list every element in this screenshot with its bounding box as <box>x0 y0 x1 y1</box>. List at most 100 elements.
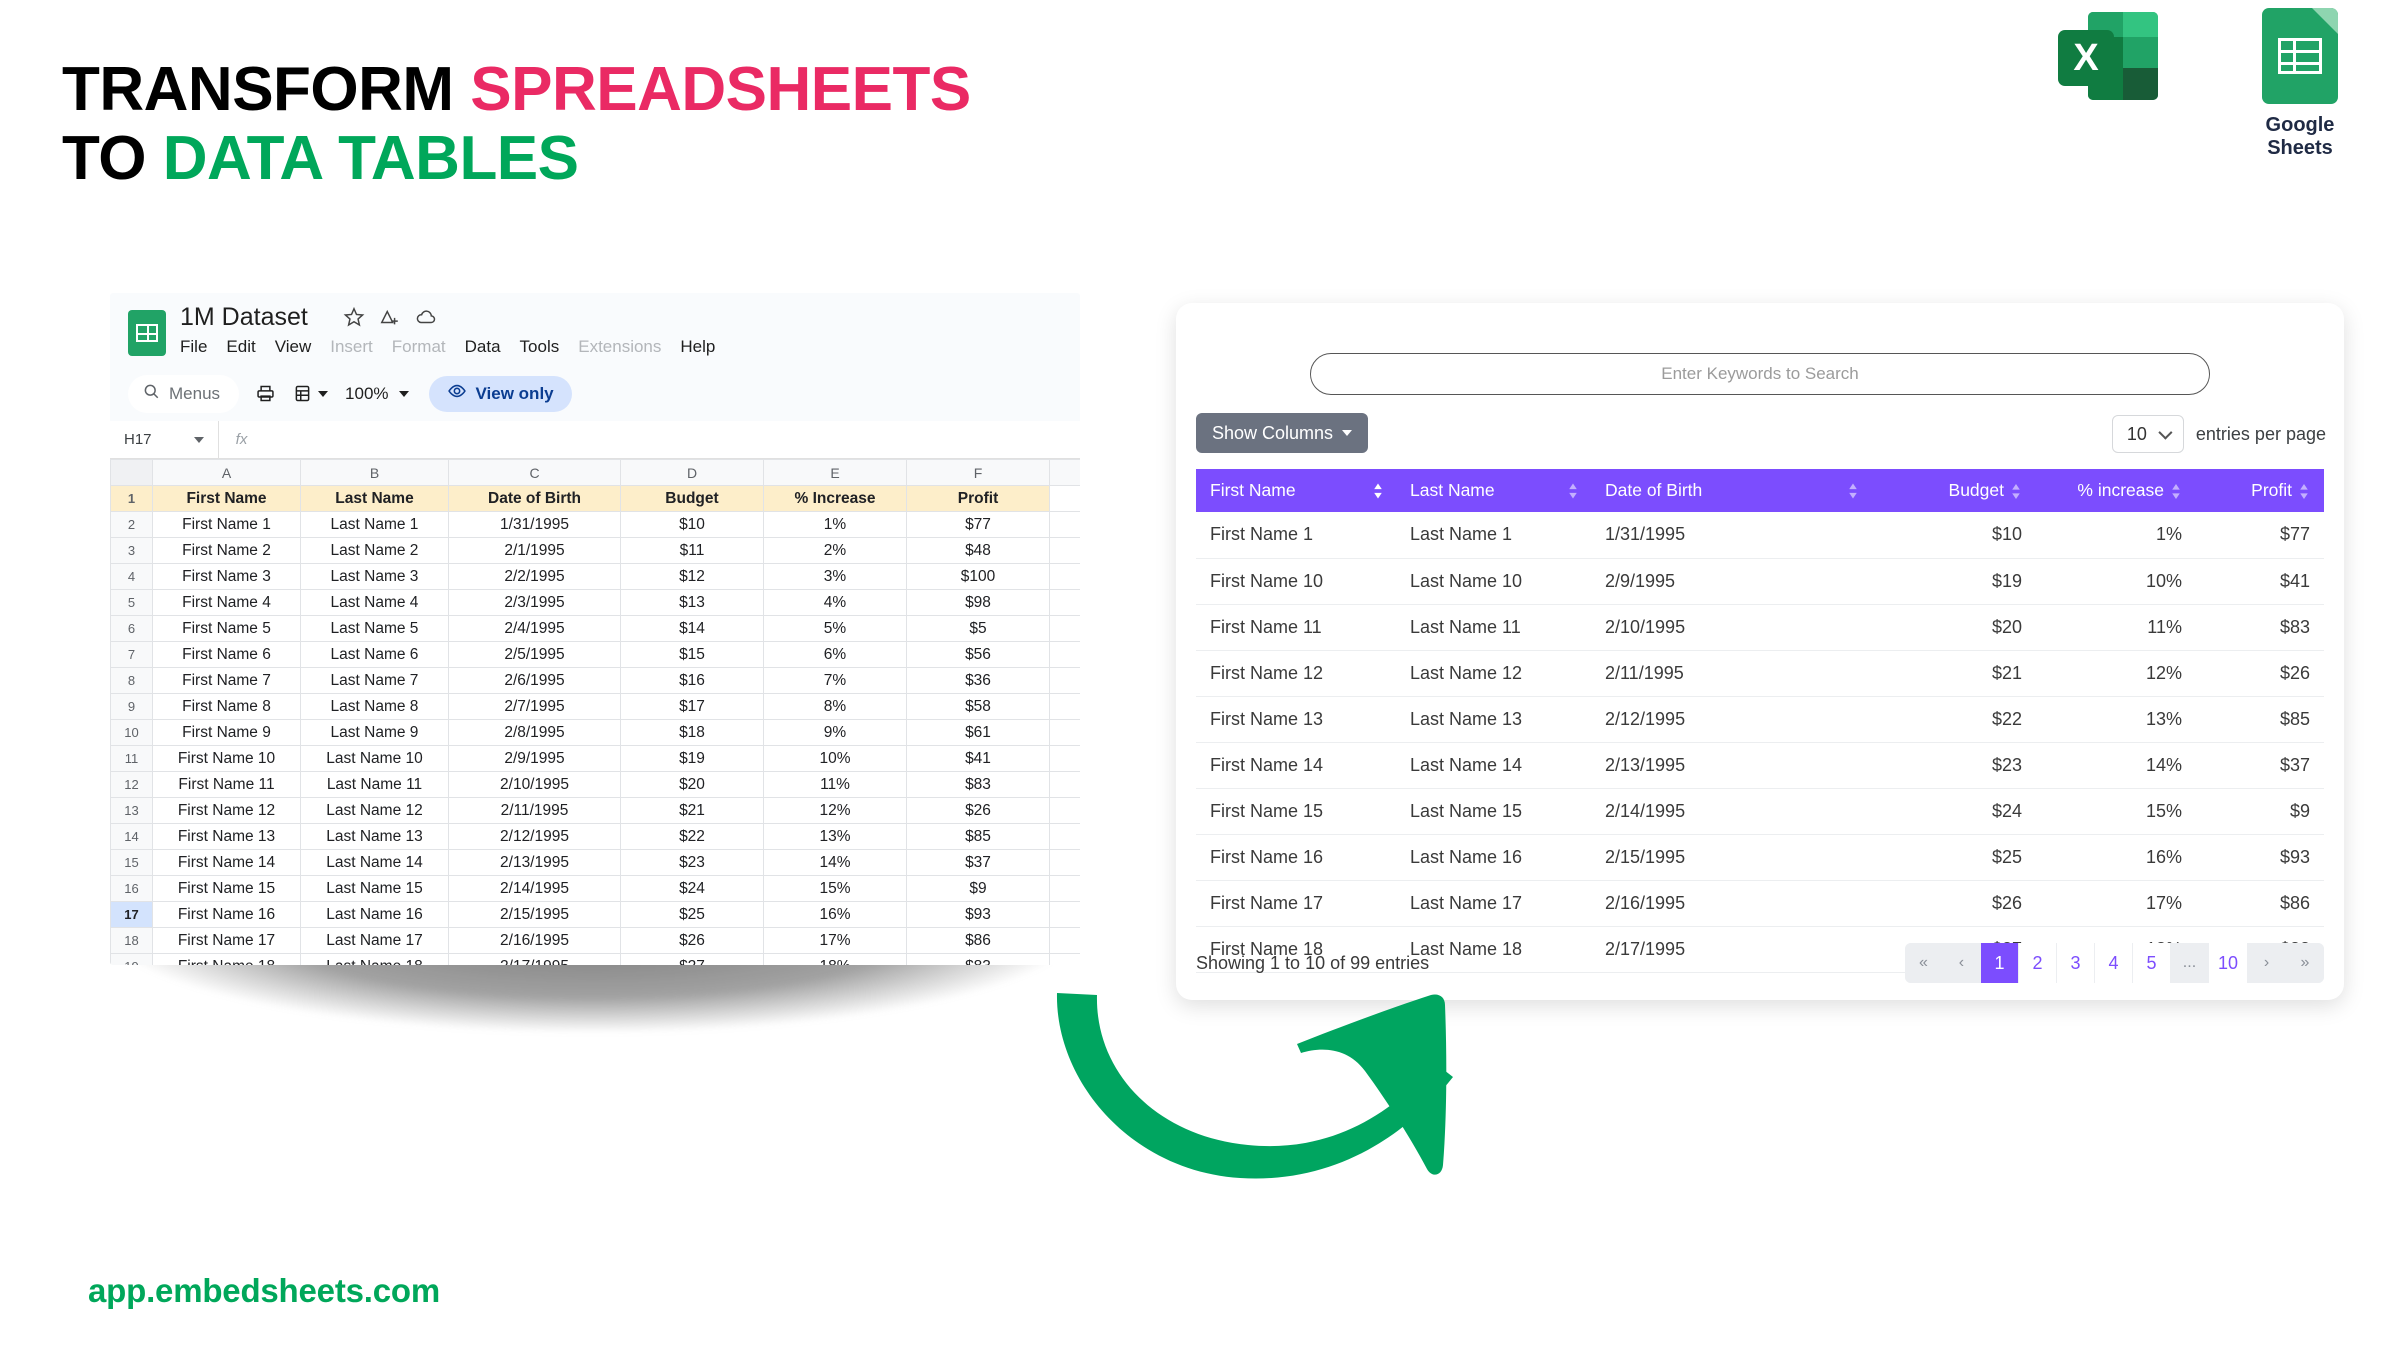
spreadsheet-cell[interactable]: 2/7/1995 <box>448 693 621 720</box>
zoom-icon[interactable] <box>292 383 329 404</box>
cloud-saved-icon[interactable] <box>415 306 437 333</box>
sort-arrows-icon[interactable] <box>1567 482 1579 499</box>
spreadsheet-cell[interactable]: 2/2/1995 <box>448 563 621 590</box>
spreadsheet-cell[interactable]: 9% <box>763 719 907 746</box>
row-number[interactable]: 1 <box>110 485 153 512</box>
spreadsheet-row[interactable]: 6 First Name 5 Last Name 5 2/4/1995 $14 5% $5 <box>110 615 1080 642</box>
spreadsheet-cell[interactable]: $26 <box>620 927 764 954</box>
menu-item-extensions[interactable]: Extensions <box>578 337 662 356</box>
spreadsheet-cell[interactable]: $27 <box>620 953 764 965</box>
sort-arrows-icon[interactable] <box>2298 483 2310 500</box>
spreadsheet-cell[interactable]: First Name 9 <box>152 719 301 746</box>
spreadsheet-cell[interactable]: 2/10/1995 <box>448 771 621 798</box>
spreadsheet-header-cell[interactable]: Profit <box>906 485 1050 512</box>
row-number[interactable]: 4 <box>110 563 153 590</box>
row-number[interactable]: 6 <box>110 615 153 642</box>
pagination-item[interactable]: ... <box>2170 943 2209 983</box>
namebox-chevron-down-icon[interactable] <box>194 436 204 443</box>
move-to-drive-icon[interactable] <box>379 306 401 333</box>
spreadsheet-cell[interactable]: First Name 15 <box>152 875 301 902</box>
pagination-item[interactable]: 3 <box>2056 943 2095 983</box>
spreadsheet-cell[interactable]: $85 <box>906 823 1050 850</box>
pagination-item[interactable]: › <box>2248 943 2286 983</box>
spreadsheet-cell[interactable]: 2/1/1995 <box>448 537 621 564</box>
pagination-item[interactable]: 4 <box>2094 943 2133 983</box>
row-number[interactable]: 18 <box>110 927 153 954</box>
pagination-item[interactable]: 1 <box>1980 943 2019 983</box>
spreadsheet-cell[interactable]: First Name 14 <box>152 849 301 876</box>
spreadsheet-row[interactable]: 7 First Name 6 Last Name 6 2/5/1995 $15 6% $56 <box>110 641 1080 668</box>
spreadsheet-cell[interactable]: First Name 13 <box>152 823 301 850</box>
menu-item-file[interactable]: File <box>180 337 208 356</box>
formula-input[interactable] <box>264 421 1080 458</box>
spreadsheet-row[interactable]: 4 First Name 3 Last Name 3 2/2/1995 $12 3% $10… <box>110 563 1080 590</box>
spreadsheet-cell[interactable]: Last Name 8 <box>300 693 449 720</box>
spreadsheet-cell[interactable]: $98 <box>906 589 1050 616</box>
spreadsheet-cell[interactable]: 1% <box>763 511 907 538</box>
spreadsheet-cell[interactable]: $15 <box>620 641 764 668</box>
spreadsheet-cell[interactable] <box>1049 927 1080 954</box>
spreadsheet-cell[interactable]: 2% <box>763 537 907 564</box>
spreadsheet-row[interactable]: 8 First Name 7 Last Name 7 2/6/1995 $16 7% $36 <box>110 667 1080 694</box>
spreadsheet-cell[interactable] <box>1049 875 1080 902</box>
spreadsheet-row[interactable]: 10 First Name 9 Last Name 9 2/8/1995 $18 9% $6… <box>110 719 1080 746</box>
menu-item-edit[interactable]: Edit <box>226 337 256 356</box>
spreadsheet-header-cell[interactable]: First Name <box>152 485 301 512</box>
row-number[interactable]: 19 <box>110 953 153 965</box>
spreadsheet-cell[interactable]: Last Name 10 <box>300 745 449 772</box>
pagination[interactable]: «‹ 1 2 3 4 5... 10 ›» <box>1904 943 2324 983</box>
spreadsheet-cell[interactable]: 7% <box>763 667 907 694</box>
spreadsheet-header-cell[interactable]: % Increase <box>763 485 907 512</box>
sheets-menu-bar[interactable]: File Edit View Insert Format Data Tools … <box>180 337 715 357</box>
menu-item-help[interactable]: Help <box>680 337 716 356</box>
spreadsheet-cell[interactable]: First Name 5 <box>152 615 301 642</box>
spreadsheet-cell[interactable]: 2/13/1995 <box>448 849 621 876</box>
spreadsheet-row[interactable]: 16 First Name 15 Last Name 15 2/14/1995 $24 1… <box>110 875 1080 902</box>
spreadsheet-cell[interactable]: 2/4/1995 <box>448 615 621 642</box>
menu-item-format[interactable]: Format <box>391 337 446 356</box>
spreadsheet-rows[interactable]: 1 First Name Last Name Date of Birth Budget%… <box>110 485 1080 965</box>
spreadsheet-cell[interactable]: $9 <box>906 875 1050 902</box>
spreadsheet-cell[interactable]: Last Name 4 <box>300 589 449 616</box>
spreadsheet-row[interactable]: 3 First Name 2 Last Name 2 2/1/1995 $11 2% $48 <box>110 537 1080 564</box>
spreadsheet-cell[interactable]: 5% <box>763 615 907 642</box>
row-number[interactable]: 15 <box>110 849 153 876</box>
spreadsheet-cell[interactable]: $83 <box>906 953 1050 965</box>
spreadsheet-cell[interactable]: $77 <box>906 511 1050 538</box>
row-number[interactable]: 10 <box>110 719 153 746</box>
column-header-d[interactable]: D <box>620 459 764 486</box>
spreadsheet-cell[interactable]: $100 <box>906 563 1050 590</box>
star-icon[interactable] <box>343 306 365 333</box>
spreadsheet-cell[interactable]: 4% <box>763 589 907 616</box>
row-number[interactable]: 2 <box>110 511 153 538</box>
spreadsheet-cell[interactable]: Last Name 14 <box>300 849 449 876</box>
spreadsheet-cell[interactable]: 16% <box>763 901 907 928</box>
spreadsheet-cell[interactable]: 2/15/1995 <box>448 901 621 928</box>
spreadsheet-row[interactable]: 15 First Name 14 Last Name 14 2/13/1995 $23 1… <box>110 849 1080 876</box>
spreadsheet-cell[interactable]: 2/14/1995 <box>448 875 621 902</box>
spreadsheet-cell[interactable]: Last Name 12 <box>300 797 449 824</box>
spreadsheet-cell[interactable]: First Name 1 <box>152 511 301 538</box>
pagination-item[interactable]: 5 <box>2132 943 2171 983</box>
row-number[interactable]: 17 <box>110 901 153 928</box>
spreadsheet-cell[interactable]: Last Name 2 <box>300 537 449 564</box>
row-number[interactable]: 12 <box>110 771 153 798</box>
column-header-budget[interactable]: Budget <box>1871 469 2036 512</box>
spreadsheet-cell[interactable]: $16 <box>620 667 764 694</box>
spreadsheet-cell[interactable]: $10 <box>620 511 764 538</box>
spreadsheet-cell[interactable]: First Name 11 <box>152 771 301 798</box>
spreadsheet-row[interactable]: 9 First Name 8 Last Name 8 2/7/1995 $17 8% $58 <box>110 693 1080 720</box>
spreadsheet-cell[interactable] <box>1049 641 1080 668</box>
pagination-item[interactable]: » <box>2286 943 2324 983</box>
row-number[interactable]: 16 <box>110 875 153 902</box>
spreadsheet-cell[interactable]: Last Name 9 <box>300 719 449 746</box>
spreadsheet-cell[interactable]: First Name 3 <box>152 563 301 590</box>
view-only-badge[interactable]: View only <box>428 375 572 412</box>
column-header-increase[interactable]: % increase <box>2036 469 2196 512</box>
spreadsheet-cell[interactable]: Last Name 16 <box>300 901 449 928</box>
spreadsheet-cell[interactable]: $18 <box>620 719 764 746</box>
spreadsheet-cell[interactable]: $12 <box>620 563 764 590</box>
spreadsheet-cell[interactable]: $37 <box>906 849 1050 876</box>
chevron-down-icon[interactable] <box>318 390 329 397</box>
column-header-c[interactable]: C <box>448 459 621 486</box>
